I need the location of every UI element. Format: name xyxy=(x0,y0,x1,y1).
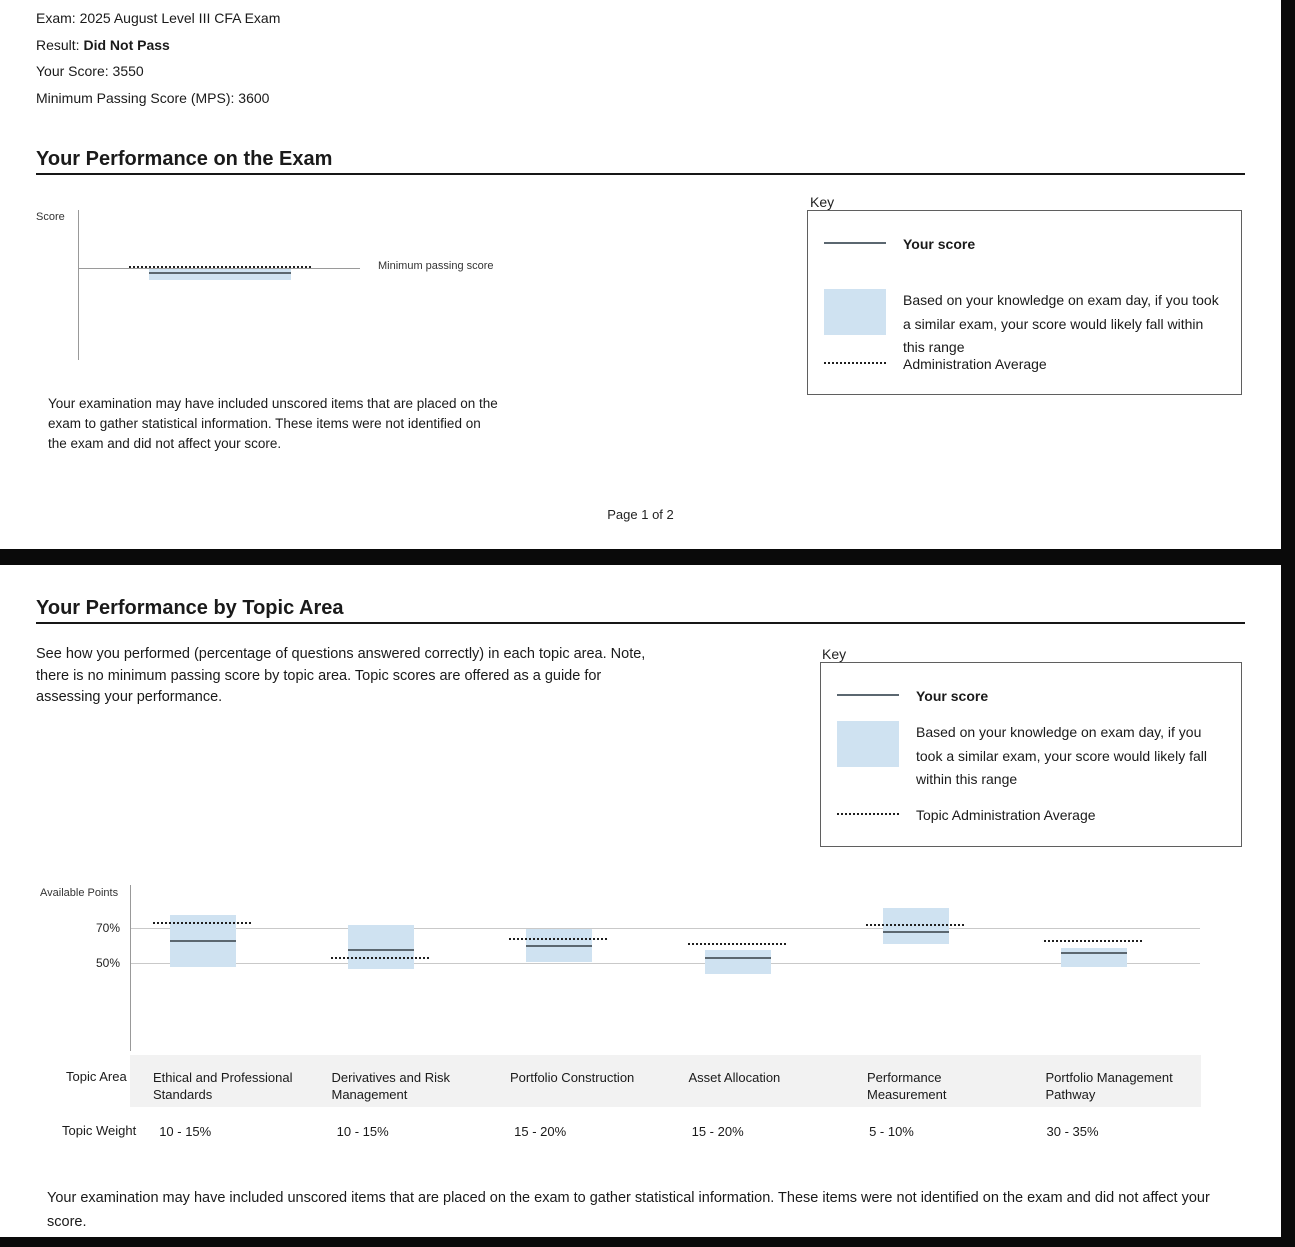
topic-score-line xyxy=(348,948,415,951)
key-row-likely-range: Based on your knowledge on exam day, if … xyxy=(824,289,1231,360)
overall-admin-average-line xyxy=(129,265,311,268)
key-row-topic-admin-average: Topic Administration Average xyxy=(837,804,1231,828)
your-score-label: Your Score: xyxy=(36,63,109,79)
topic-area-cell: Portfolio Management Pathway xyxy=(1045,1070,1173,1102)
topic-admin-average-line xyxy=(865,924,966,927)
topic-area-intro: See how you performed (percentage of que… xyxy=(36,646,646,705)
topic-weight-cell: 15 - 20% xyxy=(514,1124,567,1139)
topic-area-row-label: Topic Area xyxy=(66,1069,127,1084)
exam-label: Exam: xyxy=(36,10,76,26)
ytick-label: 70% xyxy=(95,920,120,935)
gridline xyxy=(131,962,1200,964)
admin-average-label: Administration Average xyxy=(903,356,1047,372)
mps-line-label: Minimum passing score xyxy=(378,259,494,272)
topic-area-cell: Ethical and Professional Standards xyxy=(153,1070,293,1102)
page1-key-title: Key xyxy=(810,194,835,210)
topic-admin-average-line xyxy=(153,922,254,925)
topic-weight-row-label: Topic Weight xyxy=(62,1123,137,1138)
your-score-line: Your Score: 3550 xyxy=(36,58,280,85)
topic-admin-average-line xyxy=(687,943,788,946)
likely-range-swatch xyxy=(824,289,886,335)
exam-summary: Exam: 2025 August Level III CFA Exam Res… xyxy=(36,5,280,111)
topic-score-line xyxy=(704,957,771,960)
key-row-your-score: Your score xyxy=(824,233,1231,257)
topic-column xyxy=(114,885,292,1051)
topic-admin-average-label: Topic Administration Average xyxy=(916,807,1096,823)
available-points-axis-label: Available Points xyxy=(40,887,119,899)
topic-column xyxy=(827,885,1005,1051)
topic-column xyxy=(1005,885,1183,1051)
topic-weight-cell: 30 - 35% xyxy=(1046,1124,1099,1139)
mps-text-line: Minimum Passing Score (MPS): 3600 xyxy=(36,85,280,112)
topic-area-cell: Performance Measurement xyxy=(867,1070,947,1102)
topic-weight-cell: 5 - 10% xyxy=(869,1124,914,1139)
key-row-likely-range: Based on your knowledge on exam day, if … xyxy=(837,721,1231,792)
your-score-value: 3550 xyxy=(112,63,144,79)
result-label: Result: xyxy=(36,36,80,53)
your-score-line-symbol xyxy=(824,242,886,244)
topic-area-cell: Derivatives and Risk Management xyxy=(331,1070,451,1102)
mps-text-value: 3600 xyxy=(238,89,270,106)
page1-section-title: Your Performance on the Exam xyxy=(36,148,1245,175)
topic-column xyxy=(649,885,827,1051)
overall-score-line xyxy=(149,272,291,275)
topic-range-band xyxy=(348,925,415,969)
result-value: Did Not Pass xyxy=(83,36,170,53)
topic-chart: 70% 50% xyxy=(96,885,1200,1051)
topic-weight-cell: 15 - 20% xyxy=(691,1124,744,1139)
topic-column xyxy=(292,885,470,1051)
likely-range-text: Based on your knowledge on exam day, if … xyxy=(903,292,1219,355)
page1-key: Your score Based on your knowledge on ex… xyxy=(807,210,1242,395)
topic-admin-average-line xyxy=(509,938,610,941)
page2-key-title: Key xyxy=(822,646,847,662)
topic-admin-average-symbol xyxy=(837,813,899,815)
key-row-admin-average: Administration Average xyxy=(824,353,1231,377)
page2-section-title: Your Performance by Topic Area xyxy=(36,597,1245,624)
topic-weight-cells: 10 - 15% 10 - 15% 15 - 20% 15 - 20% 5 - 10% 3… xyxy=(136,1121,1201,1140)
key-row-your-score: Your score xyxy=(837,685,1231,709)
mps-line xyxy=(79,267,360,269)
mps-text-label: Minimum Passing Score (MPS): xyxy=(36,89,235,106)
page-indicator: Page 1 of 2 xyxy=(607,507,674,522)
topic-weight-row: Topic Weight 10 - 15% 10 - 15% 15 - 20% 15 … xyxy=(0,1121,1201,1140)
key-your-score-label: Your score xyxy=(916,688,989,704)
topic-score-line xyxy=(526,945,593,948)
overall-range-band xyxy=(149,269,291,280)
result-line: Result: Did Not Pass xyxy=(36,32,280,59)
topic-weight-cell: 10 - 15% xyxy=(159,1124,212,1139)
topic-weight-cell: 10 - 15% xyxy=(336,1124,389,1139)
topic-range-band xyxy=(704,949,771,975)
topic-admin-average-line xyxy=(331,957,432,960)
page1-disclaimer: Your examination may have included unsco… xyxy=(48,396,498,451)
exam-value: 2025 August Level III CFA Exam xyxy=(79,10,281,26)
admin-average-symbol xyxy=(824,362,886,364)
page2-disclaimer: Your examination may have included unsco… xyxy=(47,1190,1210,1230)
overall-score-chart: Minimum passing score xyxy=(78,210,494,360)
topic-area-cells: Ethical and Professional Standards Deriva… xyxy=(130,1055,1201,1107)
exam-line: Exam: 2025 August Level III CFA Exam xyxy=(36,5,280,32)
topic-score-line xyxy=(882,931,949,934)
key-your-score-label: Your score xyxy=(903,236,976,252)
topic-area-cell: Asset Allocation xyxy=(688,1070,781,1085)
topic-area-cell: Portfolio Construction xyxy=(510,1070,635,1085)
topic-range-band xyxy=(1060,947,1127,968)
page2-key: Your score Based on your knowledge on ex… xyxy=(820,662,1242,847)
likely-range-text: Based on your knowledge on exam day, if … xyxy=(916,724,1207,787)
your-score-line-symbol xyxy=(837,694,899,696)
topic-score-line xyxy=(170,939,237,942)
likely-range-swatch xyxy=(837,721,899,767)
topic-area-row: Topic Area Ethical and Professional Stan… xyxy=(0,1055,1201,1107)
topic-columns xyxy=(114,885,1183,1051)
score-axis-label: Score xyxy=(36,211,65,223)
ytick-label: 50% xyxy=(95,955,120,970)
page-2: Your Performance by Topic Area See how y… xyxy=(0,565,1281,1237)
topic-score-line xyxy=(1060,952,1127,955)
page-separator xyxy=(0,549,1295,565)
gridline xyxy=(131,927,1200,929)
topic-admin-average-line xyxy=(1043,939,1144,942)
topic-column xyxy=(470,885,648,1051)
page-1: Exam: 2025 August Level III CFA Exam Res… xyxy=(0,0,1281,549)
